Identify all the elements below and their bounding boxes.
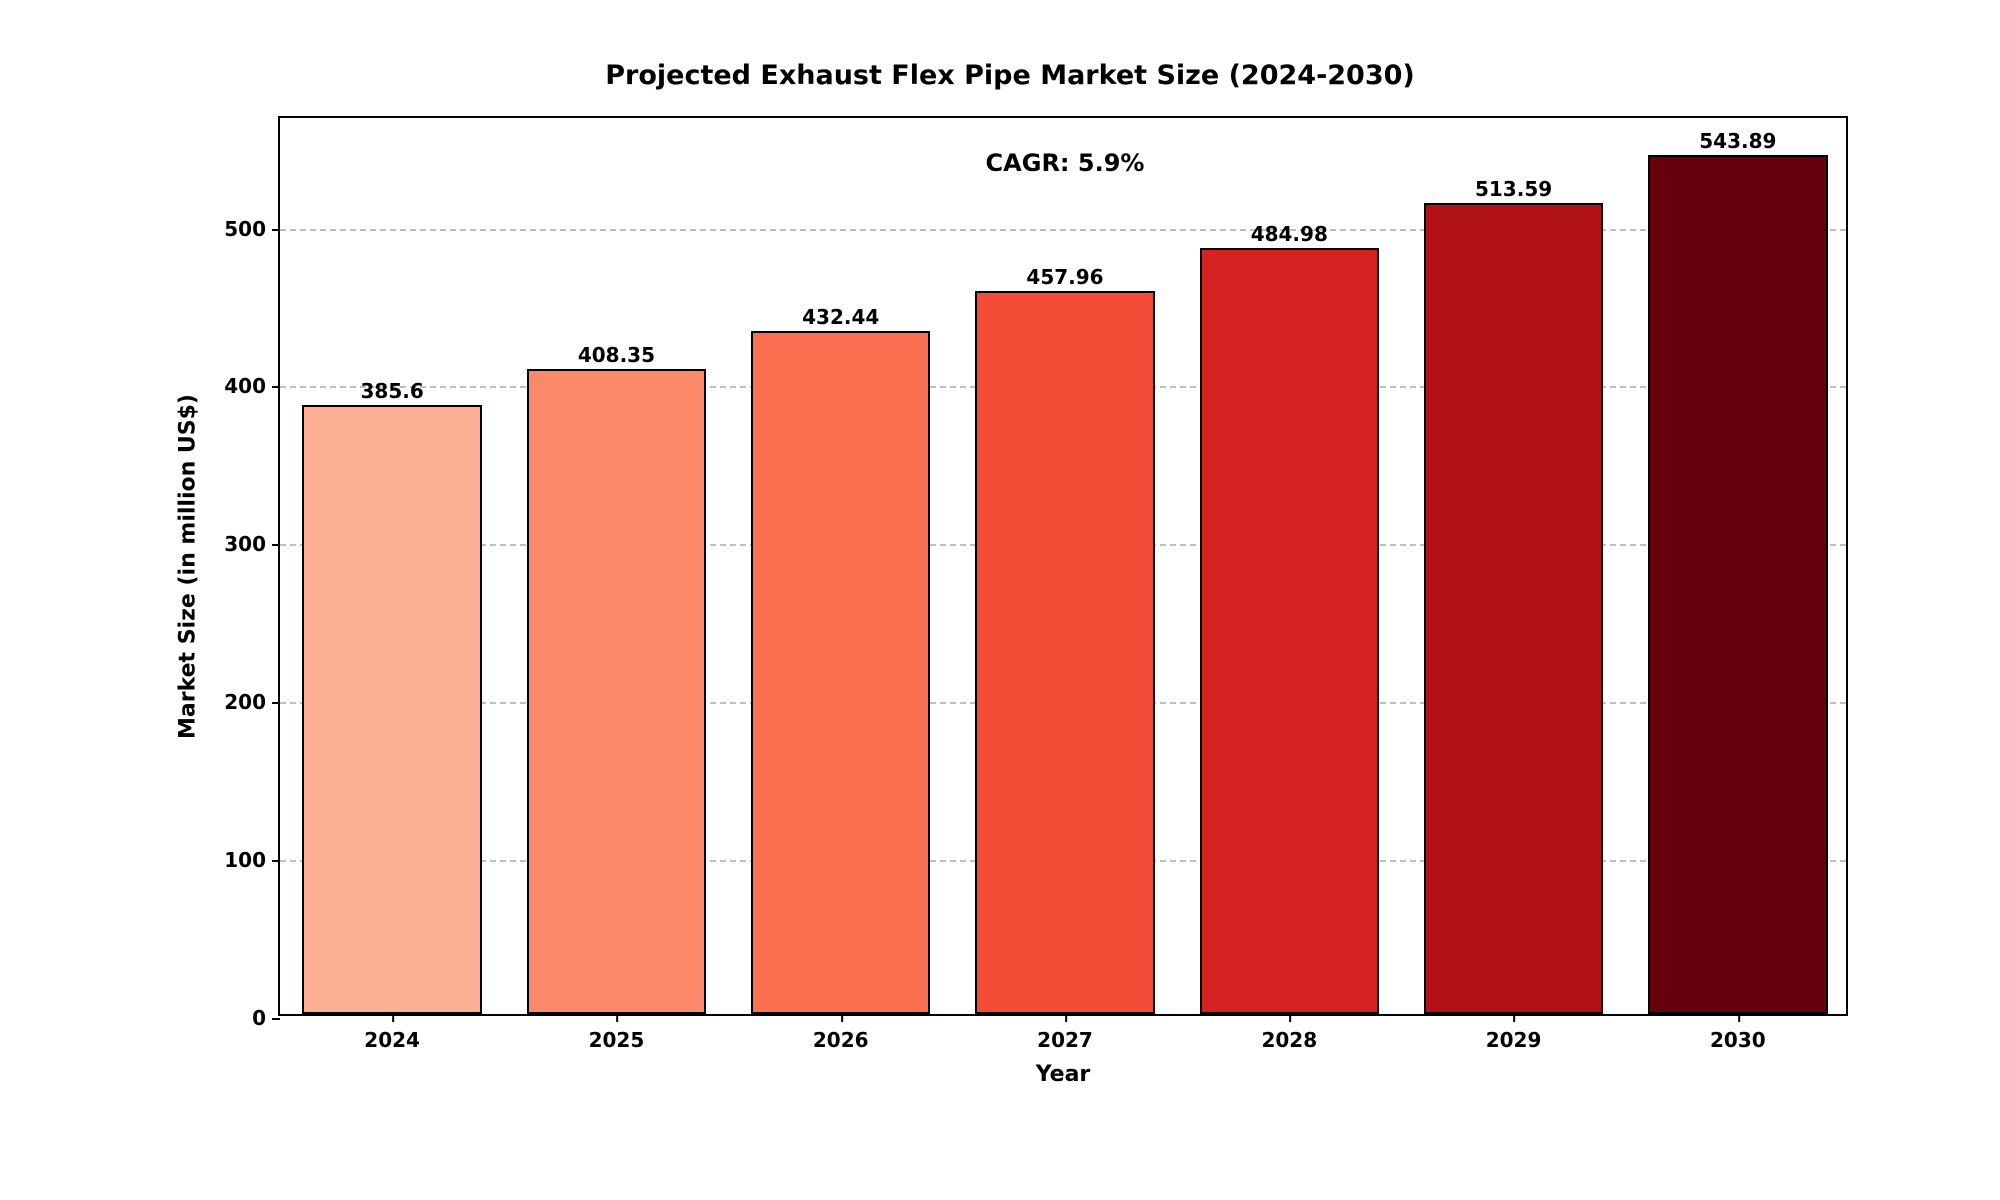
x-tick-label: 2029: [1486, 1014, 1542, 1052]
x-tick-label: 2026: [813, 1014, 869, 1052]
x-tick-label: 2028: [1261, 1014, 1317, 1052]
y-tick-label: 300: [224, 532, 280, 556]
x-tick-label: 2024: [364, 1014, 420, 1052]
chart-container: Projected Exhaust Flex Pipe Market Size …: [150, 60, 1870, 1090]
bar-value-label: 457.96: [1026, 265, 1103, 289]
y-tick-label: 400: [224, 374, 280, 398]
chart-title: Projected Exhaust Flex Pipe Market Size …: [150, 60, 1870, 91]
y-tick-label: 500: [224, 217, 280, 241]
grid-line: [280, 229, 1846, 231]
bar: [1200, 248, 1379, 1014]
cagr-annotation: CAGR: 5.9%: [986, 149, 1145, 177]
bar: [1648, 155, 1827, 1014]
bar-value-label: 484.98: [1251, 222, 1328, 246]
y-tick-label: 200: [224, 690, 280, 714]
bar-value-label: 543.89: [1699, 129, 1776, 153]
bar: [1424, 203, 1603, 1014]
bar: [302, 405, 481, 1014]
x-axis-label: Year: [278, 1062, 1848, 1087]
bar-value-label: 408.35: [578, 343, 655, 367]
x-tick-label: 2027: [1037, 1014, 1093, 1052]
bar-value-label: 432.44: [802, 305, 879, 329]
y-axis-label: Market Size (in million US$): [176, 117, 201, 1017]
y-tick-label: 100: [224, 848, 280, 872]
y-tick-label: 0: [252, 1006, 280, 1030]
bar: [527, 369, 706, 1014]
bar: [751, 331, 930, 1014]
x-tick-label: 2030: [1710, 1014, 1766, 1052]
x-tick-label: 2025: [589, 1014, 645, 1052]
bar: [975, 291, 1154, 1014]
bar-value-label: 385.6: [361, 379, 424, 403]
plot-area: 01002003004005002024385.62025408.3520264…: [278, 116, 1848, 1016]
bar-value-label: 513.59: [1475, 177, 1552, 201]
